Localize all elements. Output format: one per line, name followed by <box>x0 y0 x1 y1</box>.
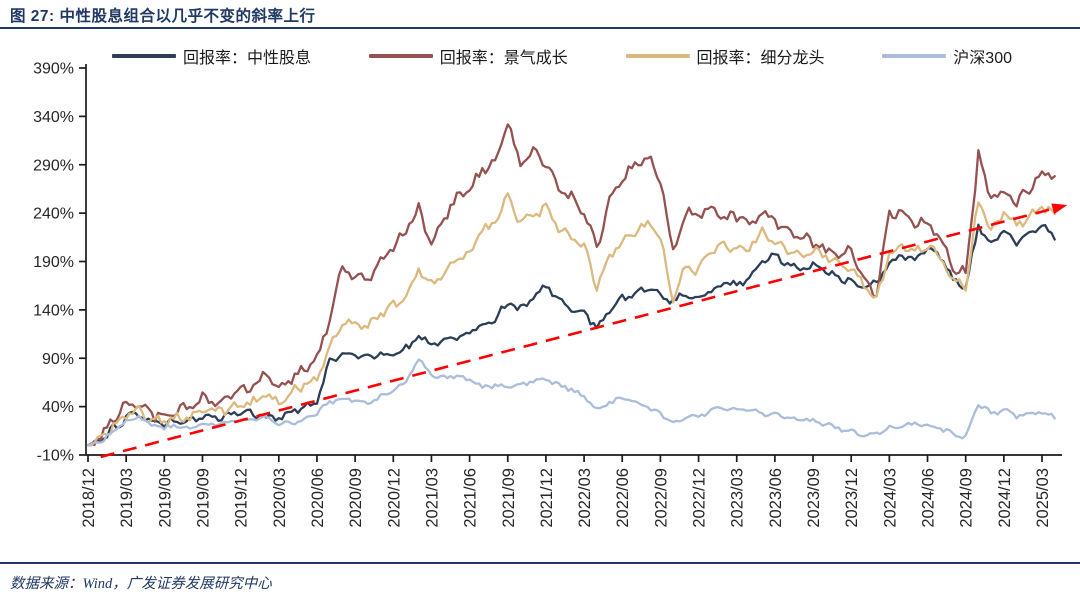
boom-growth-line-swatch <box>368 54 433 58</box>
legend-item-boom-growth: 回报率：景气成长 <box>368 44 568 68</box>
y-tick-label: 290% <box>33 157 74 174</box>
x-tick-label: 2019/06 <box>156 468 174 528</box>
y-tick-label: 240% <box>33 206 74 223</box>
x-tick-label: 2024/06 <box>920 468 938 528</box>
x-tick-label: 2019/03 <box>118 468 136 528</box>
x-tick-label: 2020/12 <box>385 468 403 528</box>
y-tick-label: 340% <box>33 109 74 126</box>
x-tick-label: 2025/03 <box>1034 468 1052 528</box>
trend-dashed-line <box>100 206 1059 459</box>
csi300-line <box>86 358 1056 447</box>
x-tick-label: 2021/03 <box>423 468 441 528</box>
x-tick-label: 2020/09 <box>347 468 365 528</box>
legend-item-niche-leader: 回报率：细分龙头 <box>625 44 825 68</box>
title-divider <box>0 27 1080 29</box>
x-axis-ticks: 2018/12 2019/03 2019/06 2019/09 2019/12 2020/… <box>80 455 1052 528</box>
legend-label: 回报率：景气成长 <box>439 50 568 67</box>
x-tick-label: 2021/12 <box>538 468 556 528</box>
chart-legend: 回报率：中性股息 回报率：景气成长 回报率：细分龙头 沪深300 <box>112 44 1012 68</box>
legend-label: 回报率：中性股息 <box>183 50 312 67</box>
niche-leader-line <box>86 192 1056 447</box>
x-tick-label: 2024/03 <box>881 468 899 528</box>
y-tick-label: 390% <box>33 61 74 78</box>
x-tick-label: 2022/12 <box>691 468 709 528</box>
boom-growth-line <box>86 123 1056 447</box>
x-tick-label: 2024/12 <box>996 468 1014 528</box>
x-tick-label: 2021/06 <box>462 468 480 528</box>
x-tick-label: 2024/09 <box>958 468 976 528</box>
legend-item-csi300: 沪深300 <box>882 44 1012 68</box>
csi300-line-swatch <box>882 54 947 58</box>
x-tick-label: 2023/12 <box>843 468 861 528</box>
figure-title: 图 27: 中性股息组合以几乎不变的斜率上行 <box>10 8 316 25</box>
niche-leader-line-swatch <box>625 54 690 58</box>
x-tick-label: 2019/12 <box>233 468 251 528</box>
neutral-dividend-line-swatch <box>112 54 176 58</box>
x-tick-label: 2018/12 <box>80 468 98 528</box>
x-tick-label: 2022/09 <box>652 468 670 528</box>
trend-arrowhead-icon <box>1051 203 1068 215</box>
axes <box>85 64 1062 456</box>
y-axis-ticks: -10% 40% 90% 140% 190% 240% 290% 340% 390% <box>33 61 86 465</box>
x-tick-label: 2023/09 <box>805 468 823 528</box>
y-tick-label: 90% <box>42 351 74 368</box>
x-tick-label: 2020/03 <box>271 468 289 528</box>
y-tick-label: 190% <box>33 254 74 271</box>
legend-label: 沪深300 <box>953 50 1012 67</box>
x-tick-label: 2019/09 <box>194 468 212 528</box>
legend-item-neutral-dividend: 回报率：中性股息 <box>112 44 311 68</box>
data-source-note: 数据来源：Wind，广发证券发展研究中心 <box>10 576 272 592</box>
x-tick-label: 2021/09 <box>500 468 518 528</box>
x-tick-label: 2022/06 <box>614 468 632 528</box>
x-tick-label: 2023/06 <box>767 468 785 528</box>
footer-divider <box>0 562 1080 564</box>
x-tick-label: 2022/03 <box>576 468 594 528</box>
legend-label: 回报率：细分龙头 <box>696 50 825 67</box>
y-tick-label: 140% <box>33 302 74 319</box>
y-tick-label: -10% <box>37 448 74 465</box>
neutral-dividend-line <box>86 223 1056 447</box>
x-tick-label: 2023/03 <box>729 468 747 528</box>
x-tick-label: 2020/06 <box>309 468 327 528</box>
y-tick-label: 40% <box>42 399 74 416</box>
